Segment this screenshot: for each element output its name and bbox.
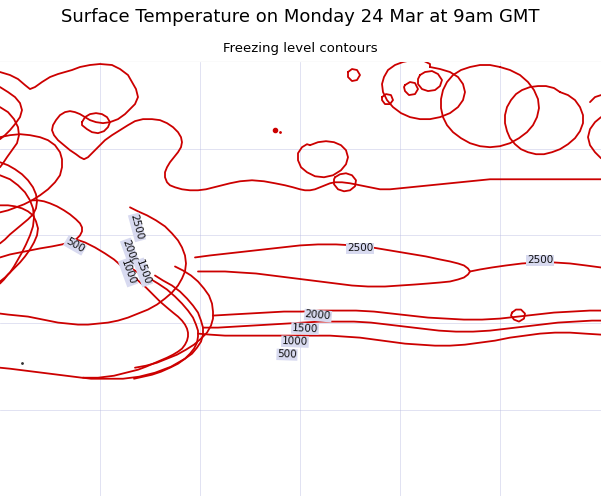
Text: 1000: 1000: [119, 258, 137, 287]
Text: Freezing level contours: Freezing level contours: [223, 42, 378, 55]
Text: 2500: 2500: [347, 244, 373, 253]
Text: 500: 500: [277, 349, 297, 360]
Text: Surface Temperature on Monday 24 Mar at 9am GMT: Surface Temperature on Monday 24 Mar at …: [61, 8, 540, 26]
Text: 2000: 2000: [121, 239, 139, 266]
Text: 2500: 2500: [527, 255, 553, 265]
Text: 500: 500: [64, 236, 86, 254]
Text: 1500: 1500: [291, 323, 319, 334]
Text: 2500: 2500: [129, 213, 145, 242]
Text: 1500: 1500: [134, 258, 152, 287]
Text: 1000: 1000: [282, 336, 308, 347]
Text: 2000: 2000: [305, 310, 331, 322]
